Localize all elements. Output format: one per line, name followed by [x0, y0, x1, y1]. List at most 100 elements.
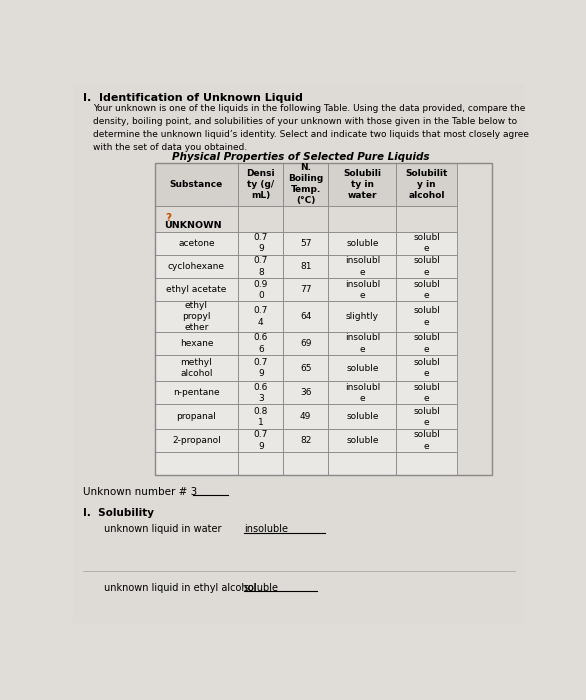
Bar — [328, 429, 396, 452]
Text: methyl
alcohol: methyl alcohol — [180, 358, 213, 378]
Text: 0.8
1: 0.8 1 — [254, 407, 268, 427]
Bar — [283, 429, 328, 452]
Text: 0.7
9: 0.7 9 — [254, 358, 268, 378]
Text: cyclohexane: cyclohexane — [168, 262, 225, 271]
Text: hexane: hexane — [180, 339, 213, 348]
Bar — [396, 429, 457, 452]
Text: solubl
e: solubl e — [413, 307, 440, 327]
Bar — [396, 452, 457, 475]
Bar — [155, 452, 239, 475]
Text: I.  Solubility: I. Solubility — [83, 508, 154, 517]
Bar — [283, 382, 328, 405]
Text: soluble: soluble — [346, 363, 379, 372]
Bar — [283, 206, 328, 232]
Bar — [396, 206, 457, 232]
Bar — [155, 255, 239, 278]
Bar — [328, 405, 396, 429]
Text: 0.7
9: 0.7 9 — [254, 430, 268, 451]
Bar — [328, 301, 396, 332]
Text: ethyl acetate: ethyl acetate — [166, 285, 227, 294]
Bar — [155, 232, 239, 255]
Bar — [155, 332, 239, 355]
Bar — [239, 278, 283, 301]
Bar — [239, 332, 283, 355]
Text: 0.7
8: 0.7 8 — [254, 256, 268, 276]
Bar — [283, 405, 328, 429]
Text: soluble: soluble — [346, 436, 379, 445]
Text: soluble: soluble — [346, 412, 379, 421]
Text: Physical Properties of Selected Pure Liquids: Physical Properties of Selected Pure Liq… — [172, 152, 429, 162]
Text: 69: 69 — [300, 339, 312, 348]
Bar — [328, 206, 396, 232]
Text: 64: 64 — [300, 312, 311, 321]
Bar — [239, 206, 283, 232]
Bar — [283, 452, 328, 475]
Text: solubl
e: solubl e — [413, 430, 440, 451]
Bar — [239, 429, 283, 452]
Text: propanal: propanal — [176, 412, 216, 421]
Bar — [283, 332, 328, 355]
Text: ?: ? — [166, 214, 172, 223]
Bar — [396, 278, 457, 301]
Text: 2-propanol: 2-propanol — [172, 436, 221, 445]
Text: unknown liquid in water: unknown liquid in water — [104, 524, 222, 534]
Bar — [283, 278, 328, 301]
Text: N.
Boiling
Temp.
(°C): N. Boiling Temp. (°C) — [288, 163, 323, 205]
Text: Your unknown is one of the liquids in the following Table. Using the data provid: Your unknown is one of the liquids in th… — [93, 104, 529, 152]
Text: 0.7
4: 0.7 4 — [254, 307, 268, 327]
Bar — [283, 255, 328, 278]
Bar — [155, 429, 239, 452]
Bar — [239, 162, 283, 206]
Bar — [155, 355, 239, 382]
Text: insolubl
e: insolubl e — [345, 333, 380, 354]
Text: soluble: soluble — [346, 239, 379, 248]
Bar — [328, 255, 396, 278]
Text: insolubl
e: insolubl e — [345, 279, 380, 300]
Bar — [283, 232, 328, 255]
Text: unknown liquid in ethyl alcohol: unknown liquid in ethyl alcohol — [104, 583, 257, 593]
Text: 49: 49 — [300, 412, 311, 421]
Bar — [396, 255, 457, 278]
Bar — [239, 232, 283, 255]
Text: 0.6
3: 0.6 3 — [254, 383, 268, 402]
Text: solubl
e: solubl e — [413, 279, 440, 300]
Bar — [155, 278, 239, 301]
Text: soluble: soluble — [244, 583, 279, 593]
Text: 82: 82 — [300, 436, 311, 445]
Text: 65: 65 — [300, 363, 312, 372]
Text: n-pentane: n-pentane — [173, 389, 220, 398]
Bar — [328, 162, 396, 206]
Bar — [283, 162, 328, 206]
Bar — [155, 206, 239, 232]
Text: 57: 57 — [300, 239, 312, 248]
Text: solubl
e: solubl e — [413, 256, 440, 276]
Bar — [239, 382, 283, 405]
Text: solubl
e: solubl e — [413, 358, 440, 378]
Text: solubl
e: solubl e — [413, 333, 440, 354]
Text: insolubl
e: insolubl e — [345, 256, 380, 276]
Bar — [155, 382, 239, 405]
Text: insolubl
e: insolubl e — [345, 383, 380, 402]
Bar — [328, 355, 396, 382]
Text: 0.6
6: 0.6 6 — [254, 333, 268, 354]
Text: Solubilit
y in
alcohol: Solubilit y in alcohol — [406, 169, 448, 199]
Bar — [239, 301, 283, 332]
Text: solubl
e: solubl e — [413, 407, 440, 427]
Text: insoluble: insoluble — [244, 524, 288, 534]
Text: I.  Identification of Unknown Liquid: I. Identification of Unknown Liquid — [83, 93, 302, 103]
Bar — [396, 405, 457, 429]
Bar — [396, 162, 457, 206]
Text: Unknown number # 3: Unknown number # 3 — [83, 487, 197, 498]
Text: 81: 81 — [300, 262, 312, 271]
Text: Densi
ty (g/
mL): Densi ty (g/ mL) — [247, 169, 275, 199]
Bar — [396, 382, 457, 405]
Bar — [328, 452, 396, 475]
Bar — [328, 232, 396, 255]
Bar — [239, 405, 283, 429]
Text: acetone: acetone — [178, 239, 215, 248]
Text: 0.9
0: 0.9 0 — [254, 279, 268, 300]
Bar — [396, 355, 457, 382]
Text: 36: 36 — [300, 389, 312, 398]
Text: ethyl
propyl
ether: ethyl propyl ether — [182, 301, 211, 332]
Text: UNKNOWN: UNKNOWN — [164, 221, 222, 230]
